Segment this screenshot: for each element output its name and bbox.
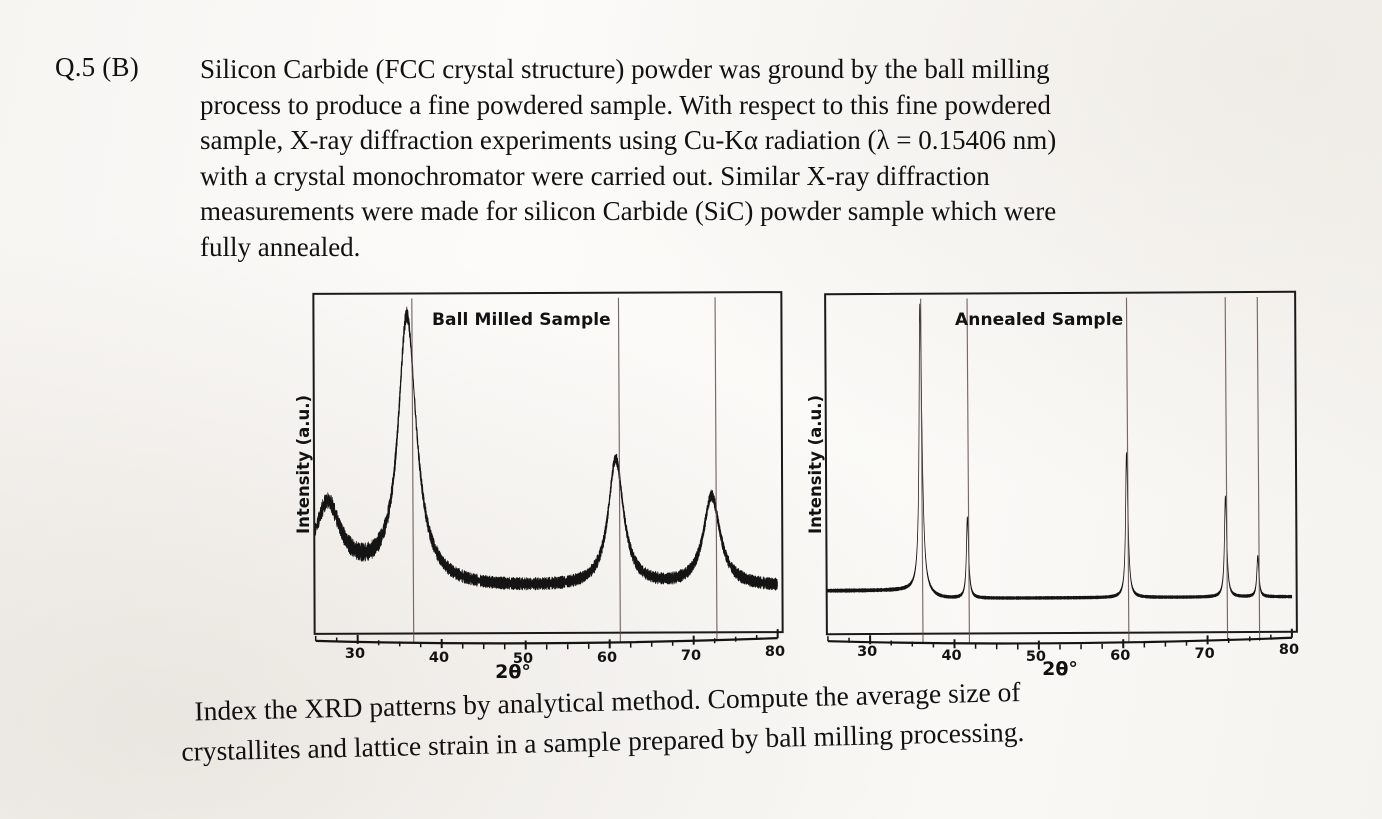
xrd-trace-annealed [827,296,1293,650]
x-axis-label-right: 2θ° [1042,658,1078,680]
xrd-trace-ball-milled [314,297,779,650]
xrd-figures: Intensity (a.u.) Ball Milled Sample 30 40… [0,286,1382,686]
x-tick-label: 60 [1110,648,1131,665]
x-tick-label: 50 [512,650,534,667]
question-line-3: sample, X-ray diffraction experiments us… [200,125,1057,155]
x-tick-label: 70 [1194,646,1215,663]
question-line-5: measurements were made for silicon Carbi… [200,196,1057,226]
x-axis-label-left: 2θ° [495,661,531,683]
question-line-1: Silicon Carbide (FCC crystal structure) … [200,54,1050,84]
x-tick-label: 70 [680,648,702,665]
x-tick-label: 30 [344,646,366,663]
x-tick-label: 50 [1025,648,1046,665]
question-line-4: with a crystal monochromator were carrie… [200,160,990,191]
question-number-label: Q.5 (B) [55,52,139,82]
x-tick-label: 60 [596,650,618,667]
x-axis-ticklabels-left: 30 40 50 60 70 80 [313,638,785,667]
plot-title-left: Ball Milled Sample [432,310,611,330]
question-body-text: Silicon Carbide (FCC crystal structure) … [200,52,1335,265]
x-tick-label: 80 [1278,642,1300,658]
question-line-6: fully annealed. [200,231,361,262]
x-tick-label: 30 [857,644,878,661]
question-line-2: process to produce a fine powdered sampl… [200,89,1051,120]
plot-title-right: Annealed Sample [955,310,1124,330]
x-tick-label: 80 [764,644,786,660]
x-axis-ticklabels-right: 30 40 50 60 70 80 [825,636,1299,665]
x-tick-label: 40 [941,647,962,664]
x-tick-label: 40 [428,649,450,666]
